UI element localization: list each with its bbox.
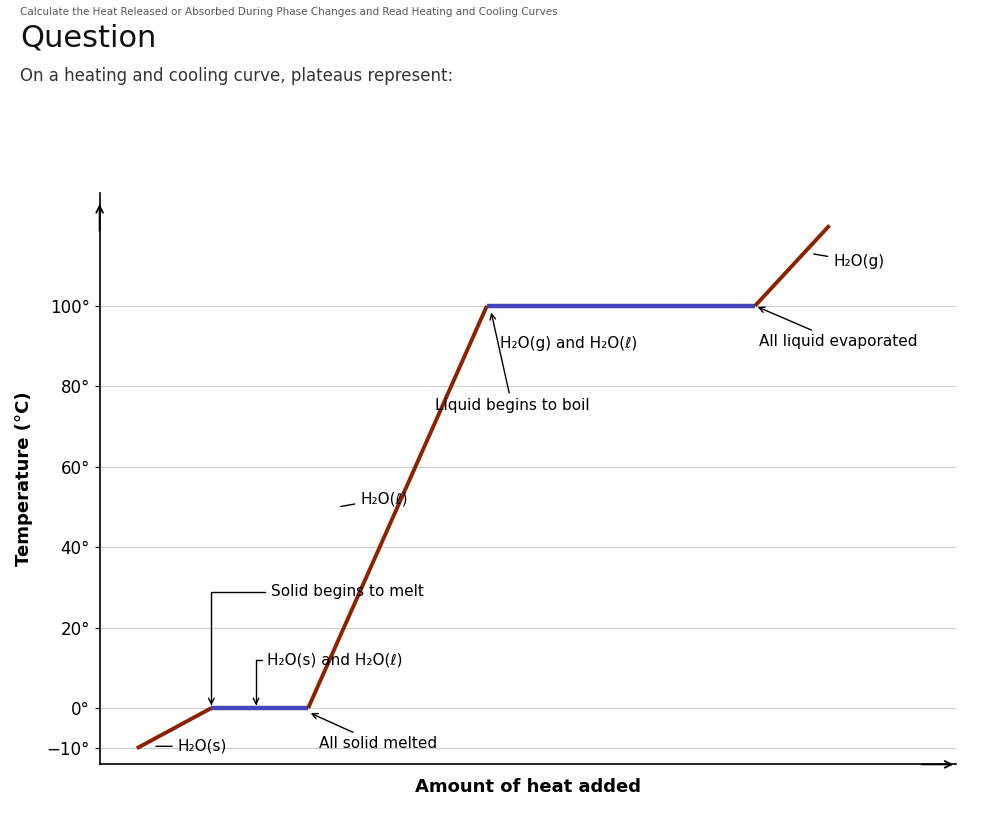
- Text: H₂O(s): H₂O(s): [156, 739, 227, 753]
- Text: Question: Question: [20, 24, 156, 53]
- Text: All solid melted: All solid melted: [312, 714, 437, 751]
- Text: On a heating and cooling curve, plateaus represent:: On a heating and cooling curve, plateaus…: [20, 67, 453, 85]
- Text: Liquid begins to boil: Liquid begins to boil: [435, 314, 590, 413]
- Text: H₂O(g) and H₂O(ℓ): H₂O(g) and H₂O(ℓ): [500, 336, 637, 351]
- Text: Solid begins to melt: Solid begins to melt: [208, 585, 423, 704]
- Text: H₂O(g): H₂O(g): [814, 254, 884, 269]
- Text: Calculate the Heat Released or Absorbed During Phase Changes and Read Heating an: Calculate the Heat Released or Absorbed …: [20, 7, 558, 17]
- Text: All liquid evaporated: All liquid evaporated: [759, 307, 917, 349]
- Text: H₂O(s) and H₂O(ℓ): H₂O(s) and H₂O(ℓ): [253, 653, 402, 704]
- Y-axis label: Temperature (°C): Temperature (°C): [15, 391, 33, 566]
- X-axis label: Amount of heat added: Amount of heat added: [415, 779, 640, 796]
- Text: H₂O(ℓ): H₂O(ℓ): [341, 491, 408, 507]
